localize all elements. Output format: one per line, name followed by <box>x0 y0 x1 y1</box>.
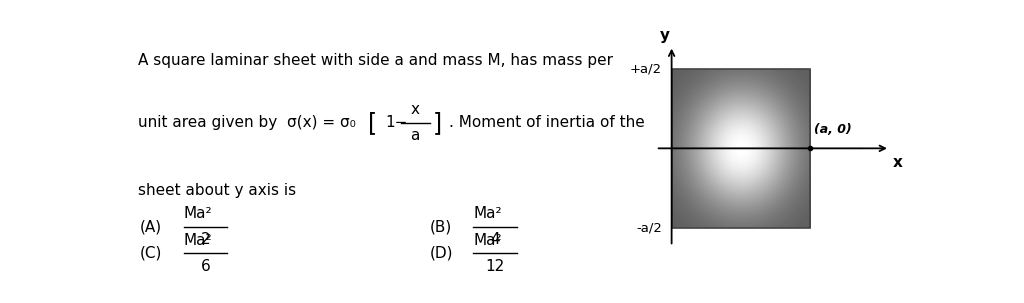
Text: (D): (D) <box>430 246 453 261</box>
Text: x: x <box>893 155 903 170</box>
Text: Ma²: Ma² <box>183 206 212 221</box>
Text: ]: ] <box>433 111 442 135</box>
Text: 12: 12 <box>485 259 505 274</box>
Text: +a/2: +a/2 <box>630 62 663 75</box>
Text: (B): (B) <box>430 219 452 234</box>
Text: Ma²: Ma² <box>473 206 502 221</box>
Text: (C): (C) <box>140 246 162 261</box>
Text: (a, 0): (a, 0) <box>814 123 852 136</box>
Text: 2: 2 <box>201 232 210 247</box>
Text: a: a <box>411 128 420 143</box>
Text: Ma²: Ma² <box>473 233 502 248</box>
Text: [: [ <box>368 111 377 135</box>
Text: . Moment of inertia of the: . Moment of inertia of the <box>449 115 644 130</box>
Text: -a/2: -a/2 <box>636 221 663 234</box>
Text: 1−: 1− <box>385 115 408 130</box>
Text: 6: 6 <box>201 259 210 274</box>
Text: y: y <box>660 28 671 43</box>
Text: (A): (A) <box>140 219 162 234</box>
Text: 4: 4 <box>490 232 500 247</box>
Text: unit area given by  σ(x) = σ₀: unit area given by σ(x) = σ₀ <box>137 115 355 130</box>
Text: Ma²: Ma² <box>183 233 212 248</box>
Text: A square laminar sheet with side a and mass M, has mass per: A square laminar sheet with side a and m… <box>137 53 612 68</box>
Text: x: x <box>411 102 420 117</box>
Bar <box>672 69 811 228</box>
Text: sheet about y axis is: sheet about y axis is <box>137 183 296 198</box>
